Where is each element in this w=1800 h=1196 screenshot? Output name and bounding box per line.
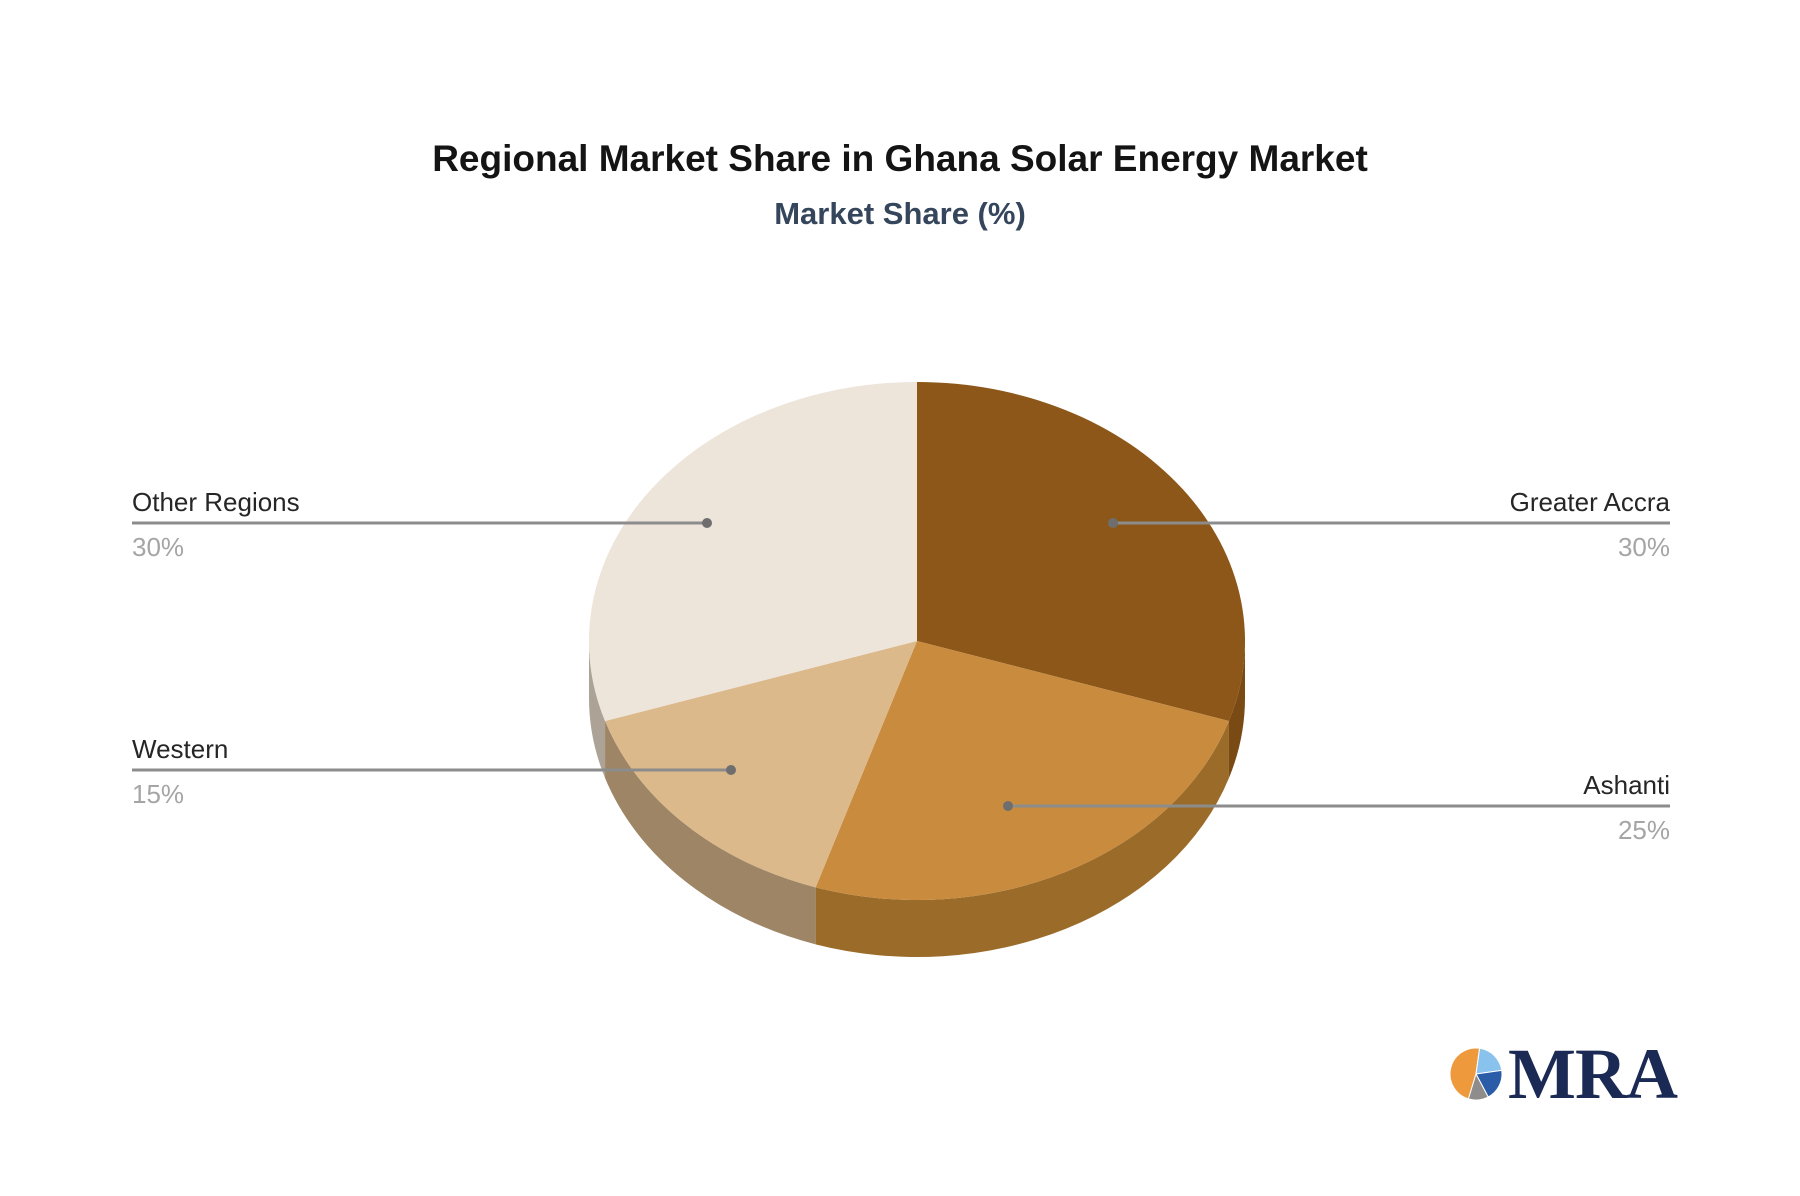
pie-slice-side-greater-accra[interactable]	[1228, 641, 1245, 779]
pie-slice-greater-accra[interactable]	[917, 382, 1246, 722]
chart-title: Regional Market Share in Ghana Solar Ene…	[432, 138, 1368, 179]
mra-logo-pie-icon	[1449, 1047, 1503, 1101]
callout-label-other-regions: Other Regions	[132, 487, 300, 517]
callout-value-western: 15%	[132, 779, 185, 809]
pie-slice-side-ashanti[interactable]	[815, 721, 1229, 957]
logo-slice-gray	[1467, 1072, 1489, 1101]
callout-dot-ashanti	[1003, 801, 1013, 811]
pie-slice-other-regions[interactable]	[588, 382, 917, 722]
callout-value-greater-accra: 30%	[1617, 532, 1670, 562]
callout-value-ashanti: 25%	[1617, 815, 1670, 845]
callout-dot-greater-accra	[1108, 518, 1118, 528]
pie-slice-side-western[interactable]	[605, 721, 816, 945]
pie-slice-western[interactable]	[605, 641, 917, 888]
callout-dot-western	[726, 765, 736, 775]
mra-logo: MRA	[1448, 1032, 1678, 1116]
callout-label-ashanti: Ashanti	[1583, 770, 1670, 800]
mra-logo-text: MRA	[1508, 1034, 1678, 1114]
pie-slice-ashanti[interactable]	[815, 641, 1229, 900]
logo-slice-light-blue	[1475, 1047, 1503, 1075]
chart-subtitle: Market Share (%)	[774, 196, 1026, 231]
callout-dot-other-regions	[702, 518, 712, 528]
callout-label-western: Western	[132, 734, 229, 764]
callout-value-other-regions: 30%	[132, 532, 185, 562]
pie-slice-side-other-regions[interactable]	[589, 641, 606, 779]
callout-label-greater-accra: Greater Accra	[1509, 487, 1670, 517]
